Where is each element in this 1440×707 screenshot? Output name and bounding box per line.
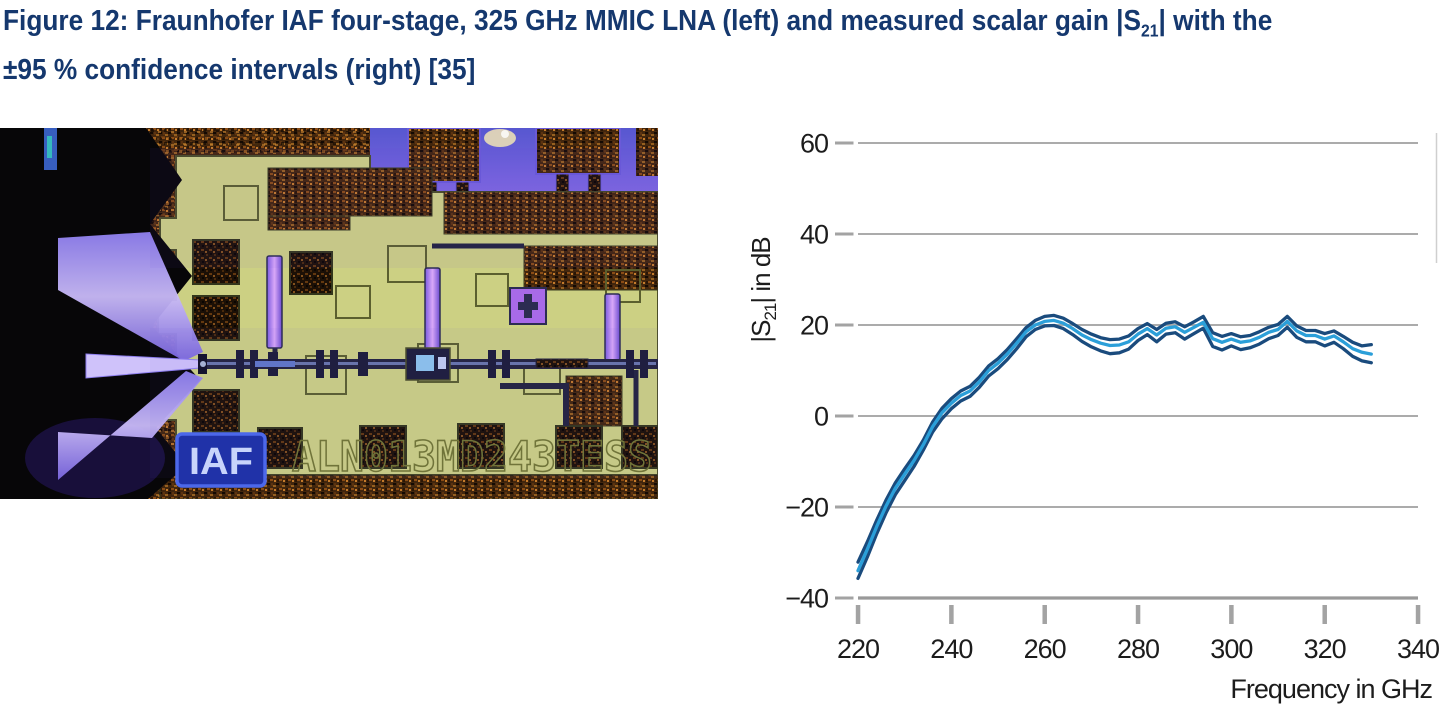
chart-grid [835,141,1421,624]
x-tick-mark [1229,605,1234,624]
via-holes [192,239,658,469]
iaf-logo-text: IAF [189,441,253,483]
s21-subscript: 21 [1141,20,1159,41]
figure-caption-line-2: ±95 % confidence intervals (right) [35] [3,53,476,86]
x-tick-label: 280 [1117,634,1159,664]
transistor-block [405,347,451,381]
iaf-logo: IAF [175,432,267,488]
x-tick-mark [1322,605,1327,624]
series-line-measured-scalar-gain-s21- [856,318,1373,573]
y-tick-label: −20 [785,493,828,523]
y-tick-label: 60 [800,129,828,159]
chart-series [856,313,1373,581]
x-tick-mark [949,605,954,624]
hue-wash-top [150,148,658,268]
figure-caption-line-1: Figure 12: Fraunhofer IAF four-stage, 32… [3,5,1273,41]
y-tick-label: 40 [800,220,828,250]
gsg-probe-tips [58,232,207,480]
y-tick-label: 0 [814,402,828,432]
x-tick-mark [1042,605,1047,624]
x-tick-label: 320 [1304,634,1346,664]
x-tick-mark [1415,605,1421,624]
chart-axes: 60 40 20 0 −20 −40 220 240 260 280 300 320 340 Freque… [746,129,1440,705]
y-axis-title: |S21| in dB [746,237,780,342]
x-tick-label: 300 [1210,634,1252,664]
figure-caption: Figure 12: Fraunhofer IAF four-stage, 32… [3,2,1440,90]
y-tick-label: 20 [800,311,828,341]
die-id-text: ALN013MD243TESS [292,432,652,481]
x-tick-label: 220 [837,634,879,664]
x-tick-mark [1135,605,1141,624]
x-tick-label: 340 [1397,634,1439,664]
x-tick-label: 240 [930,634,972,664]
series-line-upper-95-confidence-bound [856,313,1373,564]
x-tick-label: 260 [1024,634,1066,664]
mim-capacitors [266,255,621,361]
gain-chart: 60 40 20 0 −20 −40 220 240 260 280 300 320 340 Freque… [746,129,1440,705]
x-tick-mark [855,605,861,624]
mmic-die-photo: IAF ALN013MD243TESS [0,128,658,499]
y-tick-label: −40 [785,584,828,614]
glint-spot [484,129,516,147]
rf-transmission-line [202,347,658,381]
series-line-lower-95-confidence-bound [856,323,1373,581]
test-structure-square [509,287,547,325]
x-axis-title: Frequency in GHz [1230,674,1432,704]
